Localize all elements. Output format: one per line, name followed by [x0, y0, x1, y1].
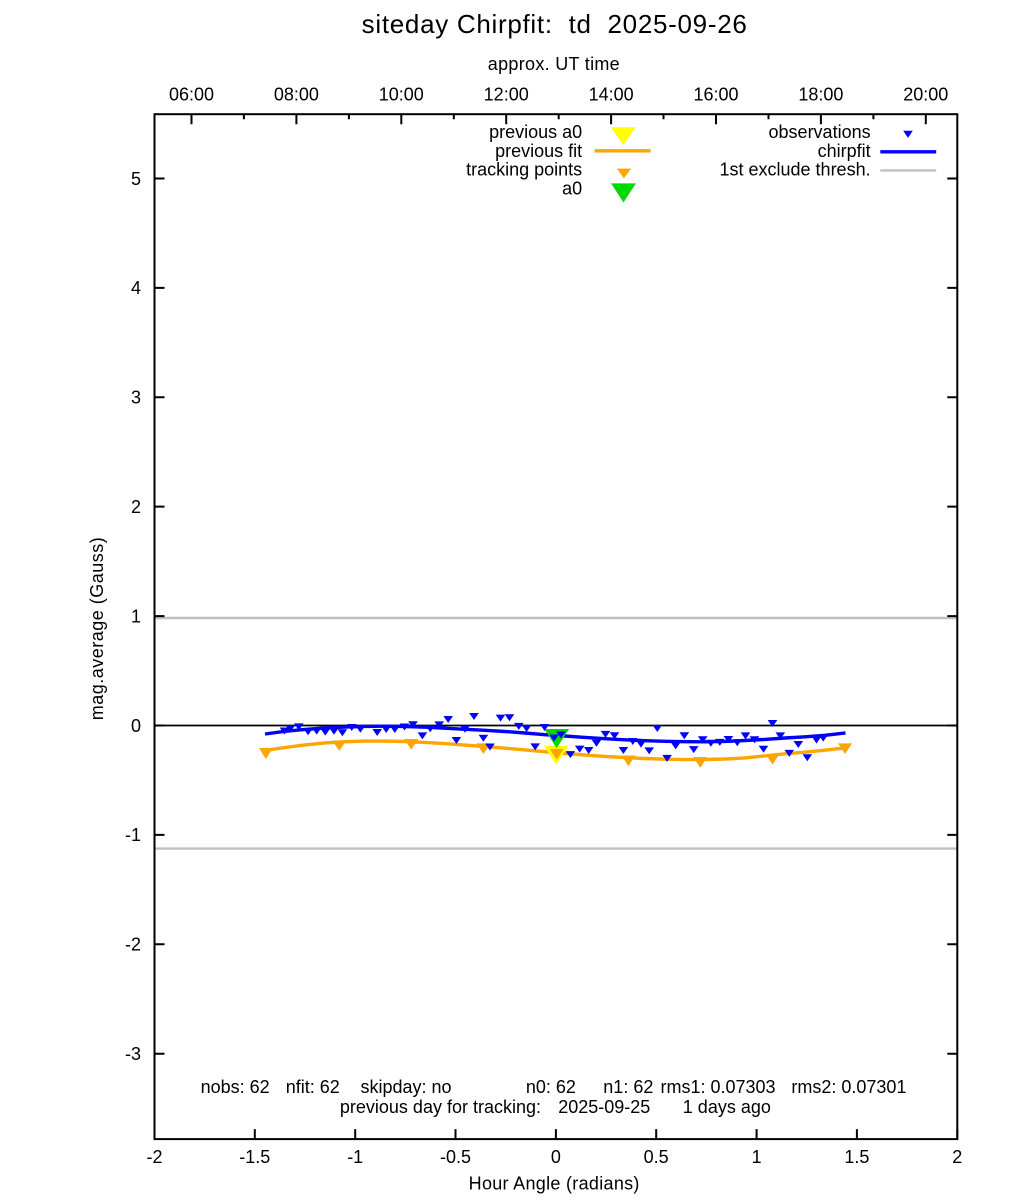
svg-text:14:00: 14:00: [589, 85, 634, 105]
svg-text:siteday Chirpfit: td 2025-09: siteday Chirpfit: td 2025-09-26: [362, 9, 748, 39]
svg-text:previous fit: previous fit: [495, 141, 582, 161]
svg-text:16:00: 16:00: [693, 85, 738, 105]
svg-text:rms2: 0.07301: rms2: 0.07301: [791, 1077, 906, 1097]
svg-text:1: 1: [752, 1147, 762, 1167]
svg-text:1.5: 1.5: [844, 1147, 869, 1167]
svg-text:2: 2: [131, 497, 141, 517]
svg-text:-2: -2: [125, 935, 141, 955]
svg-text:nfit: 62: nfit: 62: [286, 1077, 340, 1097]
svg-text:a0: a0: [562, 178, 582, 198]
svg-text:3: 3: [131, 388, 141, 408]
svg-text:0: 0: [551, 1147, 561, 1167]
svg-text:-1: -1: [125, 825, 141, 845]
svg-text:1 days ago: 1 days ago: [683, 1097, 771, 1117]
svg-text:n0: 62: n0: 62: [526, 1077, 576, 1097]
svg-text:10:00: 10:00: [379, 85, 424, 105]
svg-text:-1.5: -1.5: [239, 1147, 270, 1167]
svg-text:4: 4: [131, 278, 141, 298]
svg-text:2025-09-25: 2025-09-25: [558, 1097, 650, 1117]
svg-text:-1: -1: [347, 1147, 363, 1167]
svg-text:0.5: 0.5: [644, 1147, 669, 1167]
svg-text:rms1: 0.07303: rms1: 0.07303: [661, 1077, 776, 1097]
svg-text:Hour Angle (radians): Hour Angle (radians): [469, 1173, 640, 1193]
svg-text:nobs: 62: nobs: 62: [201, 1077, 270, 1097]
svg-text:mag.average (Gauss): mag.average (Gauss): [87, 537, 107, 721]
svg-text:n1: 62: n1: 62: [603, 1077, 653, 1097]
svg-text:06:00: 06:00: [169, 85, 214, 105]
svg-text:-2: -2: [146, 1147, 162, 1167]
svg-text:previous a0: previous a0: [489, 122, 582, 142]
svg-text:20:00: 20:00: [903, 85, 948, 105]
svg-text:-3: -3: [125, 1044, 141, 1064]
svg-text:2: 2: [952, 1147, 962, 1167]
svg-text:08:00: 08:00: [274, 85, 319, 105]
svg-text:chirpfit: chirpfit: [818, 141, 871, 161]
svg-text:1: 1: [131, 606, 141, 626]
svg-text:0: 0: [131, 716, 141, 736]
svg-text:observations: observations: [769, 122, 871, 142]
svg-text:skipday: no: skipday: no: [361, 1077, 452, 1097]
svg-text:approx. UT time: approx. UT time: [488, 54, 620, 74]
svg-text:12:00: 12:00: [484, 85, 529, 105]
svg-text:18:00: 18:00: [798, 85, 843, 105]
svg-text:previous day for tracking:: previous day for tracking:: [340, 1097, 541, 1117]
svg-text:1st exclude thresh.: 1st exclude thresh.: [720, 160, 871, 180]
svg-text:-0.5: -0.5: [440, 1147, 471, 1167]
svg-text:5: 5: [131, 169, 141, 189]
svg-text:tracking points: tracking points: [466, 160, 582, 180]
